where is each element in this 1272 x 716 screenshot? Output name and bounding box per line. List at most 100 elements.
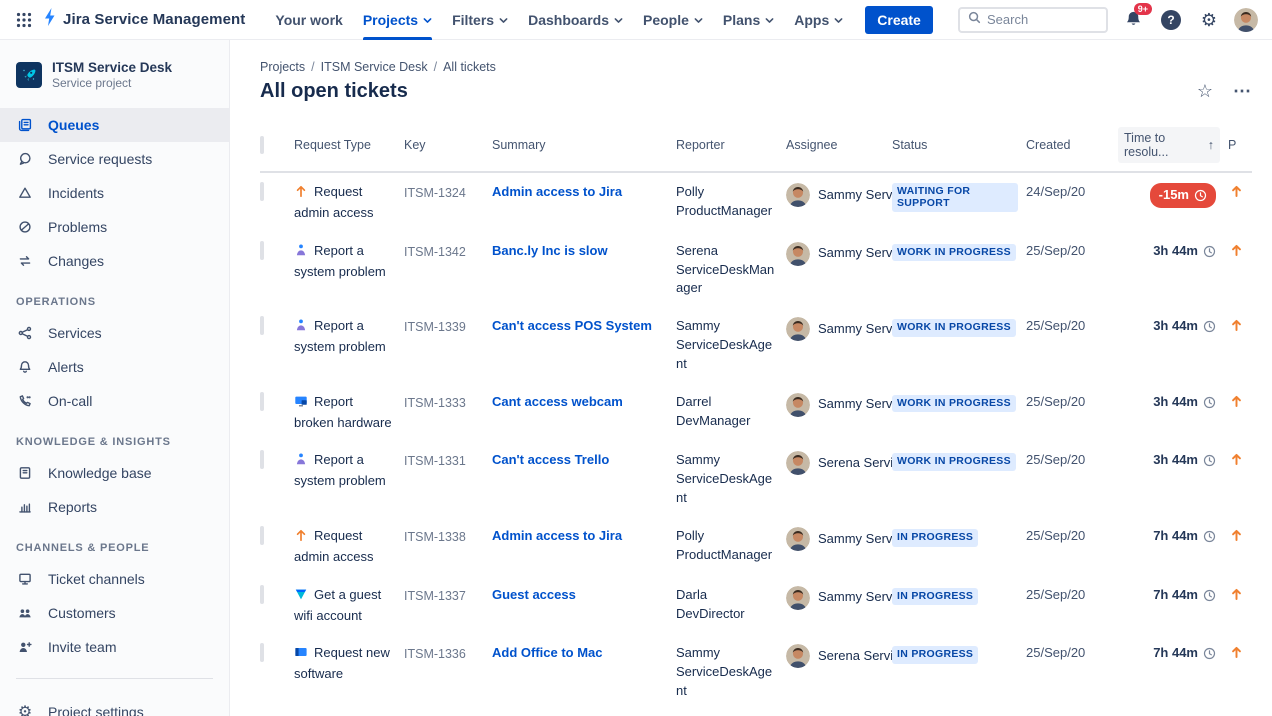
sidebar-item-on-call[interactable]: On-call [0, 384, 229, 418]
sidebar-item-customers[interactable]: Customers [0, 596, 229, 630]
table-row[interactable]: Get a guest wifi account ITSM-1337 Guest a… [260, 576, 1252, 635]
sidebar-item-ticket-channels[interactable]: Ticket channels [0, 562, 229, 596]
chevron-down-icon [423, 12, 432, 28]
table-row[interactable]: Request admin access ITSM-1324 Admin acces… [260, 173, 1252, 232]
status-cell: WORK IN PROGRESS [892, 393, 1026, 413]
row-checkbox[interactable] [260, 584, 294, 605]
sidebar-divider [16, 678, 213, 679]
priority-high-icon [1228, 451, 1252, 466]
create-button[interactable]: Create [865, 5, 933, 34]
created-cell: 25/Sep/20 [1026, 452, 1086, 468]
summary-link[interactable]: Guest access [492, 586, 576, 602]
column-header-assignee[interactable]: Assignee [786, 138, 838, 152]
sidebar-item-label: On-call [48, 393, 93, 409]
row-checkbox[interactable] [260, 643, 294, 663]
summary-link[interactable]: Banc.ly Inc is slow [492, 242, 608, 258]
sidebar-section-heading: CHANNELS & PEOPLE [16, 542, 150, 554]
time-to-resolution-cell: 3h 44m [1118, 393, 1228, 412]
status-cell: WAITING FOR SUPPORT [892, 183, 1026, 213]
sidebar-item-reports[interactable]: Reports [0, 490, 229, 524]
nav-item-projects[interactable]: Projects [353, 0, 442, 40]
incident-triangle-icon [16, 185, 34, 201]
row-checkbox[interactable] [260, 182, 294, 202]
summary-link[interactable]: Admin access to Jira [492, 527, 623, 543]
sidebar-item-incidents[interactable]: Incidents [0, 176, 229, 210]
row-checkbox[interactable] [260, 525, 294, 546]
summary-link[interactable]: Can't access POS System [492, 318, 652, 334]
sidebar-item-invite-team[interactable]: Invite team [0, 630, 229, 664]
column-header-summary[interactable]: Summary [492, 138, 546, 152]
table-row[interactable]: Report a system problem ITSM-1342 Banc.ly … [260, 232, 1252, 308]
request-type-cell: Report a system problem [294, 242, 386, 279]
row-checkbox[interactable] [260, 391, 294, 412]
sidebar-item-label: Project settings [48, 704, 144, 716]
nav-item-dashboards[interactable]: Dashboards [518, 0, 633, 40]
nav-item-apps[interactable]: Apps [784, 0, 853, 40]
help-icon[interactable]: ? [1158, 7, 1184, 33]
sidebar-item-service-requests[interactable]: Service requests [0, 142, 229, 176]
row-checkbox[interactable] [260, 240, 294, 261]
column-header-status[interactable]: Status [892, 138, 928, 152]
nav-item-people[interactable]: People [633, 0, 713, 40]
sidebar-item-label: Changes [48, 253, 105, 269]
search-input[interactable] [987, 12, 1098, 27]
breadcrumb-projects[interactable]: Projects [260, 60, 306, 74]
project-header[interactable]: ITSM Service Desk Service project [0, 60, 229, 108]
invite-person-add-icon [16, 639, 34, 655]
app-switcher-icon[interactable] [10, 4, 38, 36]
notifications-bell-icon[interactable]: 9+ [1120, 2, 1152, 33]
sidebar-item-problems[interactable]: Problems [0, 210, 229, 244]
nav-item-label: Plans [722, 11, 761, 28]
column-header-key[interactable]: Key [404, 138, 426, 152]
sidebar-item-alerts[interactable]: Alerts [0, 350, 229, 384]
column-header-request-type[interactable]: Request Type [294, 138, 371, 152]
status-cell: WORK IN PROGRESS [892, 317, 1026, 337]
table-row[interactable]: Report a system problem ITSM-1331 Can't ac… [260, 441, 1252, 517]
column-header-reporter[interactable]: Reporter [676, 138, 725, 152]
select-all-checkbox[interactable] [260, 136, 294, 154]
assignee-avatar [786, 585, 810, 610]
sidebar-item-project-settings[interactable]: ⚙ Project settings [0, 693, 229, 716]
time-to-resolution-cell: 7h 44m [1118, 586, 1228, 605]
table-row[interactable]: Request new software ITSM-1336 Add Office … [260, 634, 1252, 710]
nav-item-your-work[interactable]: Your work [265, 0, 352, 40]
nav-item-filters[interactable]: Filters [442, 0, 518, 40]
breadcrumb-all-tickets[interactable]: All tickets [443, 60, 496, 74]
user-avatar[interactable] [1234, 7, 1258, 32]
breadcrumb-itsm-service-desk[interactable]: ITSM Service Desk [320, 60, 428, 74]
table-row[interactable]: Report broken hardware ITSM-1333 Cant acce… [260, 383, 1252, 442]
assignee-cell: Sammy Servi... [786, 526, 892, 551]
more-actions-icon[interactable]: ⋯ [1233, 81, 1252, 101]
summary-link[interactable]: Cant access webcam [492, 393, 623, 409]
nav-item-plans[interactable]: Plans [713, 0, 784, 40]
table-row[interactable]: Report a system problem ITSM-1339 Can't ac… [260, 307, 1252, 383]
row-checkbox[interactable] [260, 450, 294, 470]
problem-circle-icon [16, 219, 34, 235]
column-header-created[interactable]: Created [1026, 138, 1071, 152]
status-cell: WORK IN PROGRESS [892, 451, 1026, 471]
global-search[interactable] [958, 6, 1108, 33]
summary-link[interactable]: Add Office to Mac [492, 645, 603, 661]
table-row[interactable]: Request admin access ITSM-1338 Admin acces… [260, 517, 1252, 576]
row-checkbox[interactable] [260, 316, 294, 336]
request-type-cell: Get a guest wifi account [294, 586, 382, 623]
sidebar-item-label: Services [48, 325, 102, 341]
sidebar-item-changes[interactable]: Changes [0, 244, 229, 278]
sidebar-item-services[interactable]: Services [0, 316, 229, 350]
status-cell: WORK IN PROGRESS [892, 242, 1026, 262]
nav-right-cluster: 9+ ? ⚙ [958, 2, 1258, 33]
summary-link[interactable]: Admin access to Jira [492, 184, 623, 199]
sidebar-item-queues[interactable]: Queues [0, 108, 229, 142]
column-header-time-to-resolution[interactable]: Time to resolu... ↑ [1118, 127, 1228, 163]
jira-logo[interactable]: Jira Service Management [42, 8, 245, 31]
summary-link[interactable]: Can't access Trello [492, 452, 610, 468]
time-to-resolution-cell: 3h 44m [1118, 242, 1228, 261]
settings-gear-icon[interactable]: ⚙ [1200, 9, 1218, 30]
favorite-star-icon[interactable]: ☆ [1196, 81, 1213, 101]
sidebar-item-knowledge-base[interactable]: Knowledge base [0, 456, 229, 490]
nav-item-label: Projects [362, 11, 419, 28]
primary-nav: Your work Projects Filters Dashboards People… [265, 0, 853, 40]
column-header-p[interactable]: P [1228, 138, 1237, 152]
reporter-cell: Sammy ServiceDeskAgent [676, 452, 773, 506]
